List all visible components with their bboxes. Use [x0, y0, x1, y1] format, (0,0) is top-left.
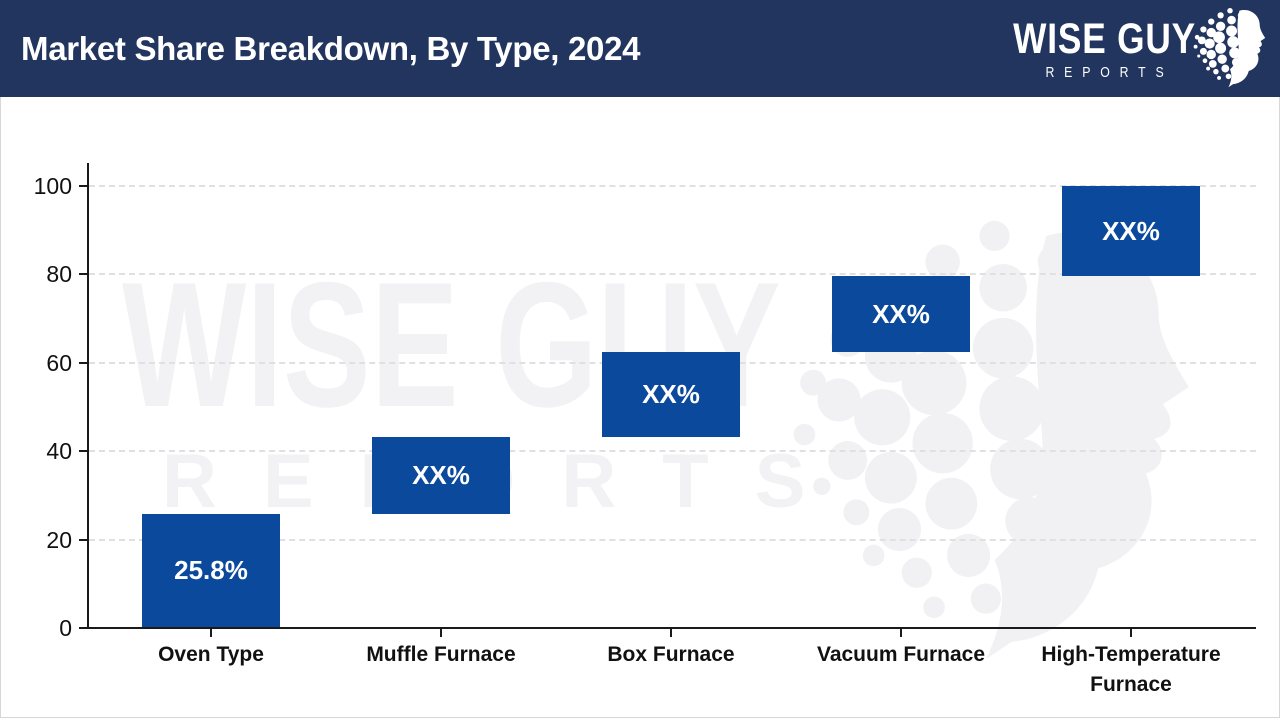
- bar-vacuum-furnace: XX%: [832, 276, 970, 353]
- bar-value-label: XX%: [1102, 215, 1160, 246]
- logo-reports-text: REPORTS: [1045, 63, 1174, 81]
- gridline-100: [89, 185, 1256, 187]
- y-tick-20: [79, 538, 87, 541]
- bar-value-label: XX%: [412, 460, 470, 490]
- x-tick-muffle-furnace: [440, 629, 442, 637]
- x-tick-oven-type: [210, 629, 212, 637]
- y-axis-line: [87, 163, 89, 629]
- gridline-40: [89, 450, 1256, 453]
- category-label-muffle-furnace: Muffle Furnace: [366, 643, 516, 666]
- x-axis-line: [82, 627, 1256, 629]
- y-tick-label-80: 80: [46, 261, 72, 288]
- y-tick-80: [79, 273, 87, 276]
- logo-head-icon: [1190, 6, 1270, 92]
- gridline-80: [89, 273, 1256, 276]
- bar-value-label: XX%: [872, 298, 930, 329]
- gridline-20: [89, 538, 1256, 541]
- bar-high-temperature-furnace: XX%: [1062, 186, 1200, 277]
- x-tick-vacuum-furnace: [900, 629, 902, 637]
- bar-value-label: 25.8%: [174, 555, 248, 586]
- x-tick-high-temperature-furnace: [1130, 629, 1132, 637]
- y-tick-0: [79, 627, 87, 629]
- header-bar: Market Share Breakdown, By Type, 2024 WI…: [0, 0, 1280, 97]
- x-tick-box-furnace: [670, 629, 672, 637]
- bar-oven-type: 25.8%: [142, 513, 280, 628]
- page-title: Market Share Breakdown, By Type, 2024: [21, 29, 641, 67]
- category-label-vacuum-furnace: Vacuum Furnace: [816, 643, 986, 666]
- watermark-head-logo-icon: [742, 210, 1247, 685]
- logo-wiseguy-text: WISE GUY: [1013, 14, 1196, 63]
- y-tick-label-40: 40: [46, 438, 72, 465]
- category-label-box-furnace: Box Furnace: [607, 643, 735, 666]
- category-label-high-temperature-furnace: High-Temperature Furnace: [1041, 643, 1221, 697]
- y-tick-label-0: 0: [59, 615, 72, 641]
- y-tick-40: [79, 450, 87, 453]
- bar-muffle-furnace: XX%: [372, 437, 510, 514]
- bar-value-label: XX%: [642, 379, 700, 410]
- y-tick-label-60: 60: [46, 349, 72, 376]
- y-tick-60: [79, 361, 87, 364]
- category-label-oven-type: Oven Type: [158, 643, 264, 666]
- wise-guy-reports-logo: WISE GUY REPORTS: [973, 4, 1270, 94]
- y-tick-label-100: 100: [33, 173, 72, 199]
- y-tick-label-20: 20: [46, 526, 72, 553]
- logo-text: WISE GUY REPORTS: [1013, 14, 1196, 81]
- y-tick-100: [79, 185, 87, 187]
- bar-box-furnace: XX%: [602, 352, 740, 438]
